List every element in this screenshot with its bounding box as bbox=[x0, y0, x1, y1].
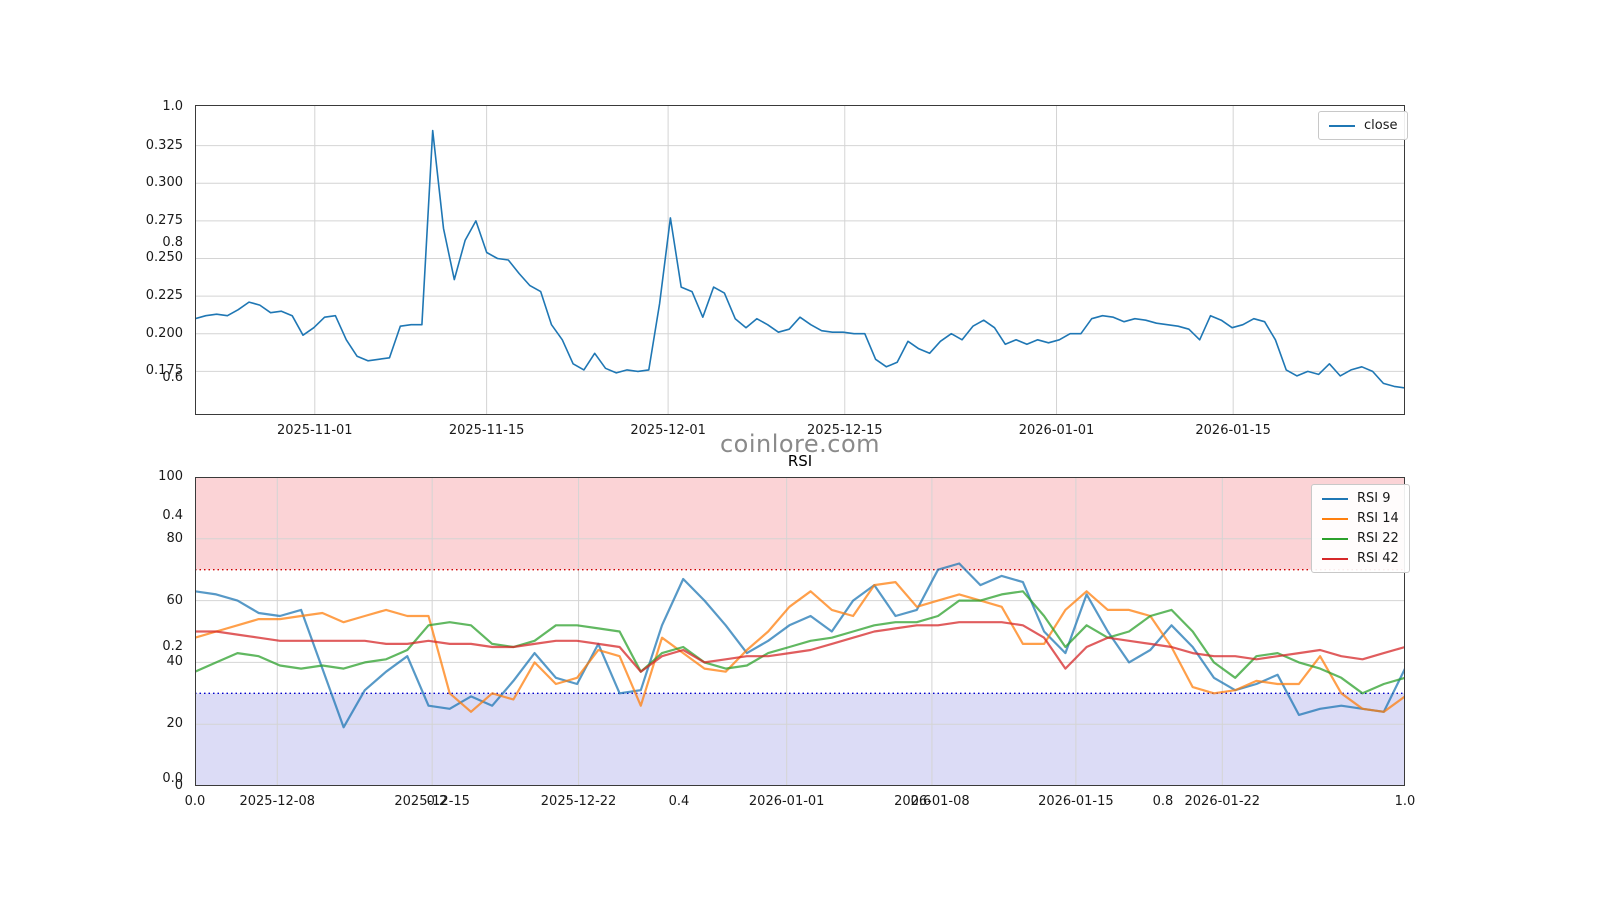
price-y-tick-label: 0.200 bbox=[145, 325, 183, 341]
price-y-tick-label: 0.250 bbox=[145, 250, 183, 266]
price-x-tick-label: 2025-11-01 bbox=[277, 423, 353, 438]
rsi-y-tick-label: 20 bbox=[166, 716, 183, 732]
price-x-tick-label: 2026-01-15 bbox=[1195, 423, 1271, 438]
legend-line-icon bbox=[1322, 517, 1348, 520]
legend-line-icon bbox=[1322, 497, 1348, 500]
rsi-x-tick-label: 2025-12-08 bbox=[239, 794, 316, 809]
rsi-y-tick-label: 60 bbox=[166, 592, 183, 608]
price-chart-canvas bbox=[194, 105, 1406, 415]
rsi-x-tick-label: 2025-12-22 bbox=[540, 794, 617, 809]
rsi-x-tick-label: 2026-01-08 bbox=[894, 794, 970, 809]
rsi-x-tick-label: 2025-12-15 bbox=[394, 794, 470, 809]
legend-label: RSI 22 bbox=[1357, 531, 1399, 546]
rsi-secondary-x-tick-label: 0.8 bbox=[1152, 794, 1174, 809]
rsi-secondary-x-tick-label: 0.4 bbox=[668, 794, 690, 809]
rsi-x-tick-label: 2026-01-22 bbox=[1184, 794, 1261, 809]
watermark: coinlore.com bbox=[719, 430, 881, 458]
rsi-secondary-x-tick-label: 1.0 bbox=[1394, 794, 1416, 809]
rsi-x-tick-label: 2026-01-01 bbox=[748, 794, 825, 809]
rsi-x-tick-label: 2026-01-15 bbox=[1038, 794, 1114, 809]
price-secondary-y-tick-label: 0.6 bbox=[162, 370, 183, 385]
rsi-secondary-y-tick-label: 0.4 bbox=[162, 508, 183, 523]
legend-label: RSI 14 bbox=[1357, 511, 1399, 526]
rsi-plot bbox=[193, 476, 1407, 790]
legend-line-icon bbox=[1322, 537, 1348, 540]
legend-entry: RSI 22 bbox=[1322, 531, 1399, 546]
rsi-secondary-y-tick-label: 0.0 bbox=[162, 771, 183, 786]
legend-line-icon bbox=[1322, 557, 1348, 560]
rsi-y-tick-label: 40 bbox=[166, 654, 183, 670]
price-x-tick-label: 2026-01-01 bbox=[1018, 423, 1095, 438]
rsi-secondary-x-tick-label: 0.6 bbox=[910, 794, 932, 809]
legend-line-icon bbox=[1329, 124, 1355, 127]
price-secondary-y-tick-label: 1.0 bbox=[162, 99, 183, 114]
legend-label: RSI 42 bbox=[1357, 551, 1399, 566]
rsi-y-tick-label: 0 bbox=[174, 778, 183, 793]
price-y-tick-label: 0.325 bbox=[145, 137, 183, 153]
rsi-secondary-y-tick-label: 0.2 bbox=[162, 639, 183, 654]
rsi-y-tick-label: 80 bbox=[166, 530, 183, 546]
price-y-tick-label: 0.225 bbox=[145, 288, 183, 304]
legend-label: RSI 9 bbox=[1357, 491, 1391, 506]
legend-label: close bbox=[1364, 118, 1398, 133]
rsi-secondary-x-tick-label: 0.0 bbox=[184, 794, 206, 809]
price-y-tick-label: 0.275 bbox=[145, 212, 183, 228]
price-y-tick-label: 0.175 bbox=[145, 363, 183, 379]
legend-entry: RSI 42 bbox=[1322, 551, 1399, 566]
rsi-title: RSI bbox=[787, 452, 813, 470]
legend-entry: close bbox=[1329, 118, 1397, 133]
price-x-tick-label: 2025-12-01 bbox=[630, 423, 706, 438]
rsi-y-tick-label: 100 bbox=[158, 469, 183, 484]
price-x-tick-label: 2025-12-15 bbox=[806, 423, 883, 438]
legend-entry: RSI 9 bbox=[1322, 491, 1399, 506]
price-x-tick-label: 2025-11-15 bbox=[448, 423, 525, 438]
rsi-legend: RSI 9 RSI 14 RSI 22 RSI 42 bbox=[1311, 484, 1410, 573]
price-legend: close bbox=[1318, 111, 1409, 140]
legend-entry: RSI 14 bbox=[1322, 511, 1399, 526]
price-plot bbox=[194, 105, 1406, 419]
rsi-chart-canvas bbox=[193, 476, 1407, 787]
price-y-tick-label: 0.300 bbox=[145, 175, 183, 191]
price-secondary-y-tick-label: 0.8 bbox=[162, 235, 183, 250]
rsi-secondary-x-tick-label: 0.2 bbox=[426, 794, 448, 809]
